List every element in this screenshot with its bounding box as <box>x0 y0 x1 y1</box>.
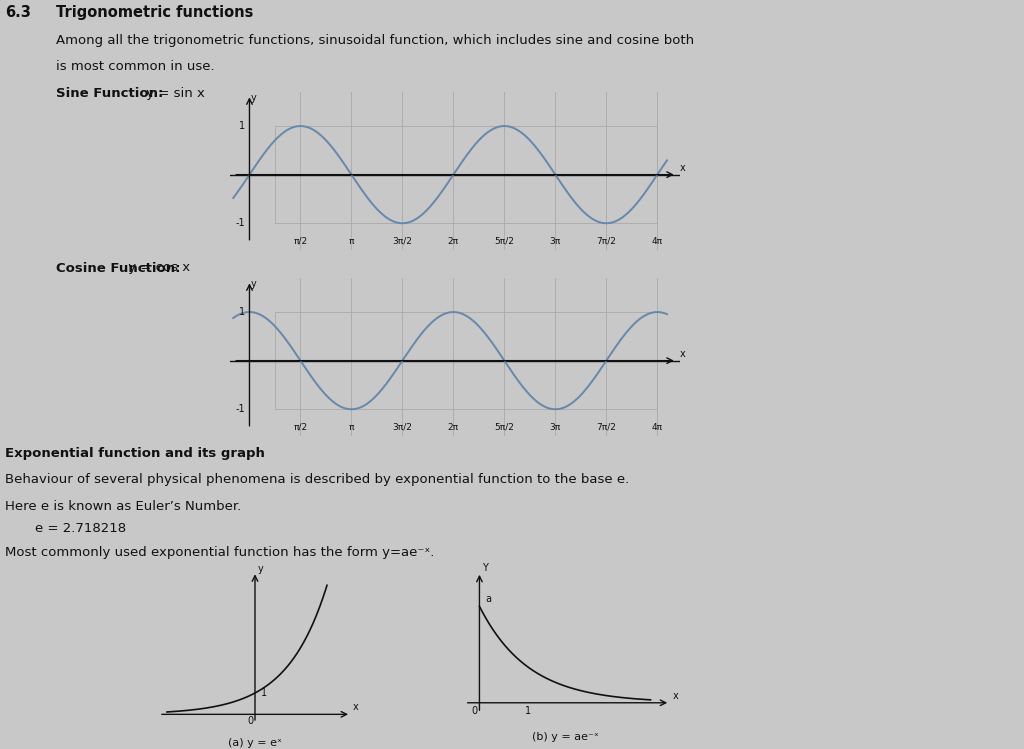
Text: x: x <box>353 703 358 712</box>
Text: (b) y = ae⁻ˣ: (b) y = ae⁻ˣ <box>531 733 598 742</box>
Text: 6.3: 6.3 <box>5 5 31 20</box>
Text: e = 2.718218: e = 2.718218 <box>35 522 126 535</box>
Text: 5π/2: 5π/2 <box>495 237 514 246</box>
Text: Trigonometric functions: Trigonometric functions <box>56 5 253 20</box>
Text: is most common in use.: is most common in use. <box>56 60 215 73</box>
Text: π/2: π/2 <box>294 237 307 246</box>
Text: 1: 1 <box>240 121 246 131</box>
Text: y: y <box>258 564 264 574</box>
Text: Here e is known as Euler’s Number.: Here e is known as Euler’s Number. <box>5 500 242 513</box>
Text: π: π <box>349 237 354 246</box>
Text: 1: 1 <box>240 307 246 317</box>
Text: π/2: π/2 <box>294 423 307 432</box>
Text: 0: 0 <box>247 716 253 726</box>
Text: y: y <box>251 279 257 289</box>
Text: 2π: 2π <box>447 237 459 246</box>
Text: π: π <box>349 423 354 432</box>
Text: y = cos x: y = cos x <box>124 261 190 274</box>
Text: Exponential function and its graph: Exponential function and its graph <box>5 447 265 460</box>
Text: 0: 0 <box>471 706 477 716</box>
Text: 4π: 4π <box>651 237 663 246</box>
Text: Cosine Function:: Cosine Function: <box>56 261 180 274</box>
Text: y: y <box>251 93 257 103</box>
Text: y = sin x: y = sin x <box>142 87 205 100</box>
Text: Behaviour of several physical phenomena is described by exponential function to : Behaviour of several physical phenomena … <box>5 473 630 486</box>
Text: 3π: 3π <box>550 423 561 432</box>
Text: x: x <box>673 691 678 701</box>
Text: (a) y = eˣ: (a) y = eˣ <box>228 738 282 748</box>
Text: a: a <box>485 593 492 604</box>
Text: x: x <box>679 163 685 173</box>
Text: 1: 1 <box>525 706 531 716</box>
Text: Sine Function:: Sine Function: <box>56 87 164 100</box>
Text: 7π/2: 7π/2 <box>596 237 616 246</box>
Text: 4π: 4π <box>651 423 663 432</box>
Text: 2π: 2π <box>447 423 459 432</box>
Text: -1: -1 <box>236 218 246 228</box>
Text: Y: Y <box>482 563 488 574</box>
Text: 7π/2: 7π/2 <box>596 423 616 432</box>
Text: 5π/2: 5π/2 <box>495 423 514 432</box>
Text: x: x <box>679 349 685 359</box>
Text: 1: 1 <box>261 688 267 698</box>
Text: -1: -1 <box>236 404 246 414</box>
Text: Among all the trigonometric functions, sinusoidal function, which includes sine : Among all the trigonometric functions, s… <box>56 34 694 46</box>
Text: Most commonly used exponential function has the form y=ae⁻ˣ.: Most commonly used exponential function … <box>5 546 434 559</box>
Text: 3π/2: 3π/2 <box>392 423 413 432</box>
Text: 3π/2: 3π/2 <box>392 237 413 246</box>
Text: 3π: 3π <box>550 237 561 246</box>
